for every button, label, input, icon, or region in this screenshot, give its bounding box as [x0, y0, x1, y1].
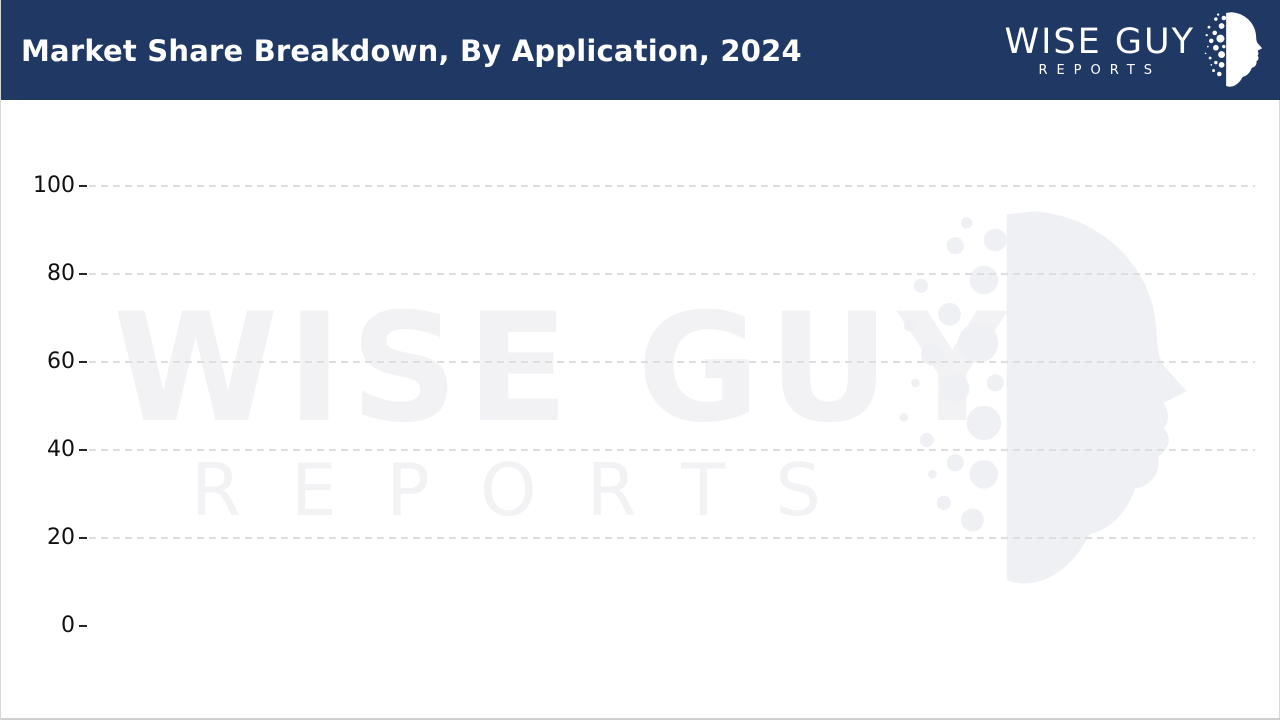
- y-tick-label-20: 20: [47, 525, 75, 550]
- y-tick-label-40: 40: [47, 437, 75, 462]
- y-tick-0: [79, 625, 87, 627]
- y-tick-20: [79, 537, 87, 539]
- y-tick-40: [79, 449, 87, 451]
- page-title: Market Share Breakdown, By Application, …: [21, 34, 802, 68]
- gridline-40: [89, 449, 1255, 451]
- y-tick-label-100: 100: [33, 173, 75, 198]
- gridline-60: [89, 361, 1255, 363]
- logo-wordmark: WISE GUY: [1004, 21, 1195, 62]
- y-tick-100: [79, 185, 87, 187]
- page-bottom-border: [1, 718, 1280, 720]
- logo-text: WISE GUY REPORTS: [1004, 23, 1195, 78]
- watermark-wordmark: WISE GUY: [113, 282, 1015, 456]
- watermark-face-icon: [866, 200, 1216, 600]
- logo-subtitle: REPORTS: [1038, 62, 1162, 78]
- y-tick-label-0: 0: [61, 613, 75, 638]
- gridline-100: [89, 185, 1255, 187]
- face-profile-icon: [1197, 10, 1269, 90]
- y-tick-80: [79, 273, 87, 275]
- gridline-20: [89, 537, 1255, 539]
- watermark-subtitle: REPORTS: [191, 448, 872, 532]
- y-tick-60: [79, 361, 87, 363]
- header-bar: Market Share Breakdown, By Application, …: [1, 0, 1280, 100]
- wise-guy-reports-logo: WISE GUY REPORTS: [1004, 6, 1269, 94]
- y-tick-label-80: 80: [47, 261, 75, 286]
- chart-plot-area: 0 20 40 60 80 100: [1, 100, 1280, 720]
- y-tick-label-60: 60: [47, 349, 75, 374]
- gridline-80: [89, 273, 1255, 275]
